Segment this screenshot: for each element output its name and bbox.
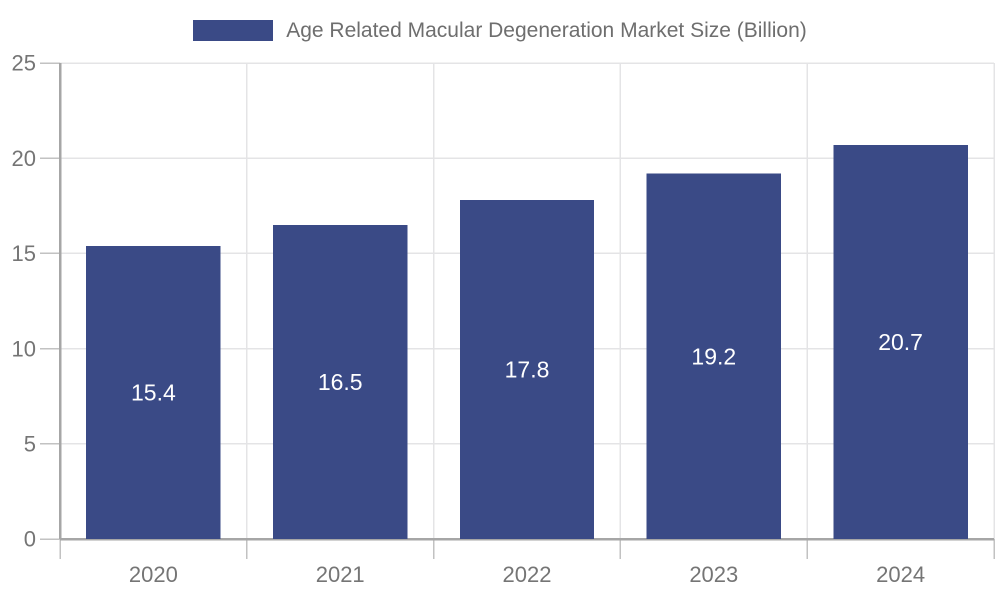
- y-tick-label: 0: [24, 527, 36, 552]
- y-tick-label: 15: [12, 241, 36, 266]
- x-tick-label: 2020: [129, 562, 178, 587]
- bar-value-label: 15.4: [131, 379, 176, 405]
- bar-value-label: 19.2: [691, 343, 736, 369]
- legend-swatch-icon: [193, 20, 274, 41]
- bar-value-label: 16.5: [318, 369, 363, 395]
- x-tick-label: 2022: [503, 562, 552, 587]
- bar[interactable]: [646, 173, 782, 539]
- bar[interactable]: [272, 224, 408, 539]
- bar[interactable]: [86, 245, 221, 539]
- y-tick-label: 10: [12, 336, 36, 361]
- x-tick-label: 2024: [876, 562, 925, 587]
- bar[interactable]: [833, 144, 968, 539]
- bar[interactable]: [459, 200, 595, 539]
- y-tick-label: 5: [24, 432, 36, 457]
- bar-value-label: 17.8: [505, 357, 550, 383]
- chart-legend[interactable]: Age Related Macular Degeneration Market …: [0, 20, 1000, 41]
- bar-value-label: 20.7: [878, 329, 923, 355]
- x-tick-label: 2023: [689, 562, 738, 587]
- y-tick-label: 25: [12, 51, 36, 76]
- legend-label: Age Related Macular Degeneration Market …: [286, 19, 807, 42]
- x-tick-label: 2021: [316, 562, 365, 587]
- y-tick-label: 20: [12, 146, 36, 171]
